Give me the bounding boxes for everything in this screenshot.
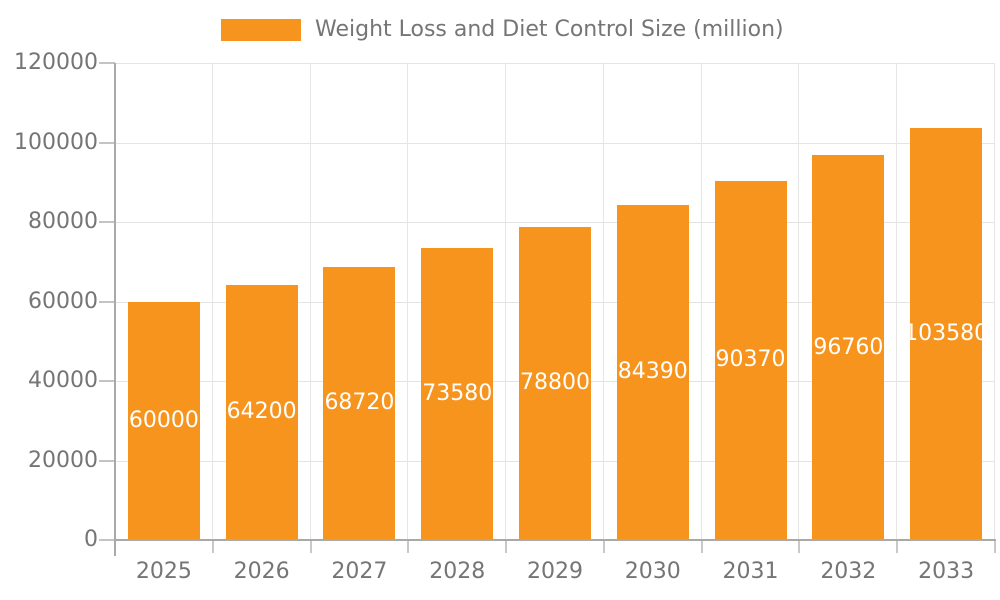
gridline-vertical — [798, 63, 800, 540]
gridline-vertical — [309, 63, 311, 540]
x-axis-tick — [994, 540, 996, 553]
bar-2028[interactable] — [421, 247, 494, 540]
y-axis-label: 60000 — [28, 288, 98, 314]
gridline-horizontal — [115, 63, 995, 64]
x-axis-label: 2032 — [820, 559, 877, 584]
x-axis-label: 2028 — [429, 559, 486, 584]
x-axis-label: 2026 — [233, 559, 290, 584]
gridline-vertical — [211, 63, 213, 540]
gridline-vertical — [407, 63, 409, 540]
y-axis-label: 100000 — [14, 129, 98, 155]
bar-2033[interactable] — [910, 128, 983, 540]
bar-value-label: 84390 — [617, 359, 688, 385]
x-axis-line — [115, 539, 996, 541]
y-axis-tick — [99, 221, 115, 223]
y-axis-tick — [99, 62, 115, 64]
x-axis-tick — [505, 540, 508, 553]
bar-2032[interactable] — [812, 155, 885, 540]
bar-2031[interactable] — [714, 180, 787, 540]
bar-2029[interactable] — [519, 226, 591, 540]
x-axis-label: 2025 — [135, 559, 192, 584]
x-axis-tick — [798, 540, 801, 553]
y-axis-label: 80000 — [28, 209, 98, 234]
gridline-vertical — [700, 63, 702, 540]
bar-value-label: 73580 — [422, 380, 493, 406]
x-axis-tick — [407, 540, 410, 553]
y-axis-tick — [99, 539, 115, 541]
bar-2030[interactable] — [616, 204, 689, 540]
plot-area: 60000 64200 68720 73580 78800 84390 90370 96760… — [115, 63, 995, 540]
x-axis-tick — [309, 540, 312, 553]
x-axis-label: 2033 — [918, 559, 975, 584]
y-axis-tick — [99, 141, 115, 144]
gridline-horizontal — [115, 142, 995, 144]
bar-value-label: 103580 — [904, 321, 989, 347]
x-axis-tick — [602, 540, 605, 553]
bar-2026[interactable] — [225, 284, 298, 540]
gridline-vertical — [602, 63, 604, 540]
bar-2025[interactable] — [127, 301, 200, 540]
x-axis-tick — [896, 540, 899, 553]
y-axis-label: 40000 — [28, 368, 98, 393]
y-axis-label: 120000 — [14, 50, 98, 75]
x-axis-tick — [211, 540, 214, 553]
y-axis-tick — [99, 459, 115, 462]
y-axis-line — [114, 63, 116, 556]
y-axis-label: 20000 — [28, 447, 98, 473]
bar-2027[interactable] — [323, 266, 396, 540]
y-axis-tick — [99, 300, 115, 303]
y-axis-tick — [99, 380, 115, 382]
y-axis-label: 0 — [84, 527, 98, 552]
gridline-vertical — [896, 63, 898, 540]
legend-label: Weight Loss and Diet Control Size (milli… — [315, 17, 784, 42]
x-axis-label: 2029 — [526, 559, 583, 584]
x-axis-label: 2031 — [722, 559, 779, 584]
gridline-vertical — [505, 63, 507, 540]
bar-value-label: 90370 — [715, 347, 786, 373]
x-axis-label: 2030 — [624, 559, 681, 584]
bar-value-label: 96760 — [813, 334, 884, 360]
bar-value-label: 78800 — [520, 370, 590, 396]
legend-swatch — [221, 18, 301, 41]
bar-value-label: 64200 — [226, 399, 297, 425]
x-axis-tick — [700, 540, 703, 553]
legend-item[interactable]: Weight Loss and Diet Control Size (milli… — [221, 17, 784, 42]
gridline-vertical — [994, 63, 995, 540]
x-axis-label: 2027 — [331, 559, 388, 584]
bar-value-label: 60000 — [128, 407, 199, 433]
bar-value-label: 68720 — [324, 390, 395, 416]
gridline-horizontal — [115, 222, 995, 223]
